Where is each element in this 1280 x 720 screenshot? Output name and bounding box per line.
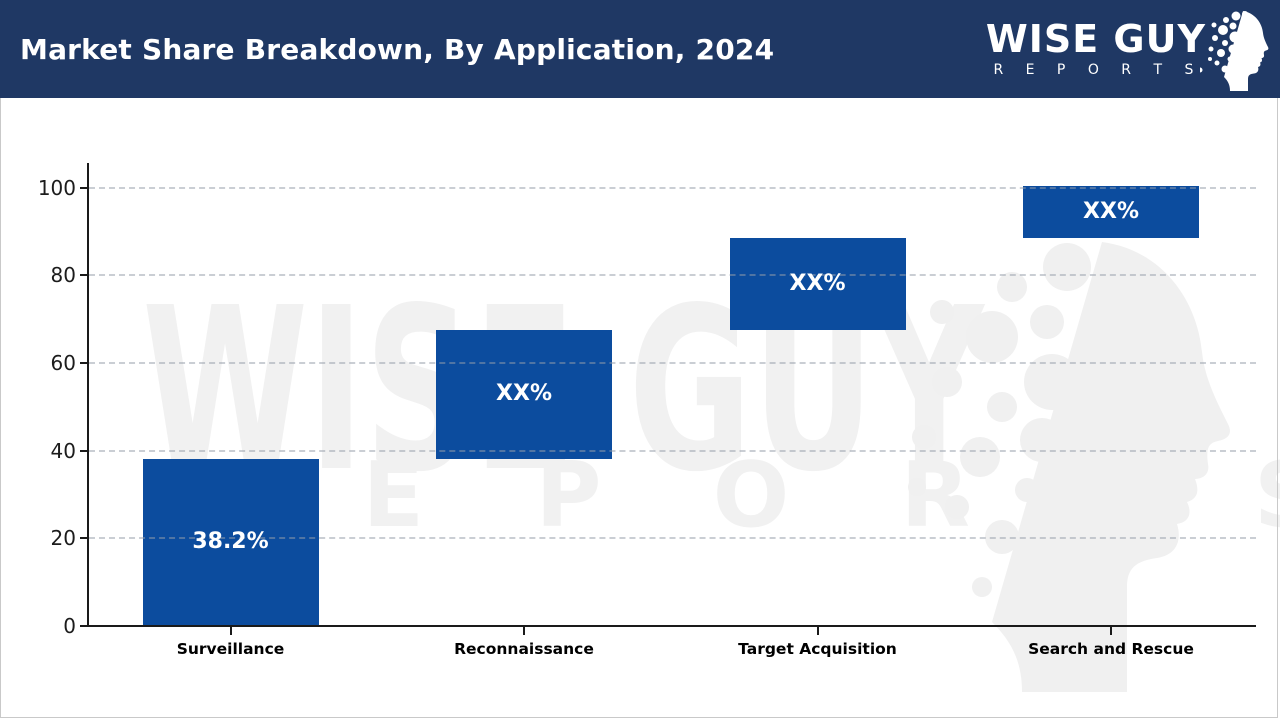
y-tick-label: 0 (63, 614, 76, 638)
y-axis (87, 163, 89, 627)
gridline (89, 449, 1256, 452)
y-tick (80, 625, 88, 627)
bar (1023, 185, 1199, 239)
y-tick (80, 537, 88, 540)
y-tick (80, 186, 88, 189)
gridline (89, 362, 1256, 365)
x-axis-label: Search and Rescue (1028, 640, 1194, 658)
y-tick-label: 60 (50, 351, 76, 376)
y-tick (80, 449, 88, 452)
logo-wise-guy-text: WISE GUY (985, 17, 1206, 61)
x-tick (523, 627, 525, 635)
watermark-head-icon (908, 242, 1230, 692)
x-axis-label: Target Acquisition (738, 640, 897, 658)
gridline (89, 274, 1256, 277)
x-tick (1110, 627, 1112, 635)
x-tick (816, 627, 819, 635)
bar-value-label: XX% (496, 381, 552, 407)
gridline (89, 186, 1256, 189)
x-tick (229, 627, 232, 635)
logo-head-icon (1200, 11, 1269, 91)
gridline (89, 537, 1256, 540)
brand-logo: WISE GUY R E P O R T S (986, 7, 1280, 91)
y-tick (80, 274, 88, 277)
x-axis-label: Reconnaissance (454, 640, 594, 658)
bar (436, 329, 612, 459)
logo-reports-text: R E P O R T S (993, 62, 1203, 78)
header-bar: Market Share Breakdown, By Application, … (0, 0, 1280, 98)
bar (142, 458, 319, 626)
y-tick (80, 362, 88, 365)
y-tick-label: 80 (50, 263, 76, 288)
y-tick-label: 40 (50, 438, 76, 463)
bar-value-label: XX% (789, 270, 846, 296)
chart-title: Market Share Breakdown, By Application, … (20, 32, 775, 66)
y-tick-label: 100 (37, 175, 76, 200)
brand-logo-text: WISE GUY R E P O R T S (986, 20, 1206, 78)
x-axis (87, 625, 1256, 627)
bar (729, 238, 906, 330)
x-axis-label: Surveillance (176, 640, 285, 658)
y-tick-label: 20 (50, 526, 76, 551)
bar-value-label: 38.2% (192, 529, 269, 555)
bar-value-label: XX% (1083, 198, 1139, 224)
